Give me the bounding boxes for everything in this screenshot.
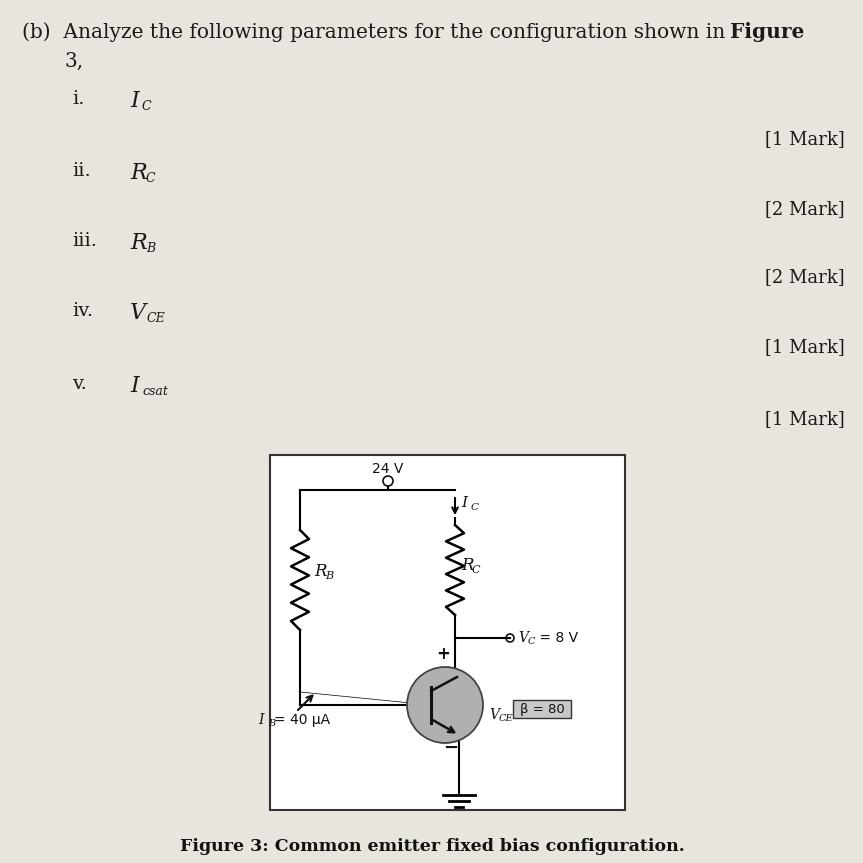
Text: [1 Mark]: [1 Mark] <box>765 338 845 356</box>
Text: = 40 μA: = 40 μA <box>274 713 331 727</box>
Text: v.: v. <box>72 375 87 393</box>
Text: iii.: iii. <box>72 232 97 250</box>
Text: [1 Mark]: [1 Mark] <box>765 410 845 428</box>
Text: [2 Mark]: [2 Mark] <box>765 200 845 218</box>
Circle shape <box>407 667 483 743</box>
Text: i.: i. <box>72 90 85 108</box>
Text: CE: CE <box>147 312 166 325</box>
Text: C: C <box>472 565 481 575</box>
Text: V: V <box>518 631 528 645</box>
Text: Figure: Figure <box>730 22 804 42</box>
Text: C: C <box>471 502 479 512</box>
Text: csat: csat <box>142 385 168 398</box>
Text: B: B <box>146 242 155 255</box>
Text: C: C <box>142 100 152 113</box>
Text: R: R <box>130 162 147 184</box>
Text: β = 80: β = 80 <box>520 702 564 715</box>
Text: = 8 V: = 8 V <box>535 631 578 645</box>
Text: I: I <box>461 496 467 510</box>
Text: B: B <box>325 571 333 581</box>
Text: R: R <box>461 557 474 575</box>
Text: B: B <box>268 719 275 728</box>
Text: I: I <box>258 713 263 727</box>
Text: V: V <box>489 708 499 722</box>
Text: iv.: iv. <box>72 302 93 320</box>
Text: C: C <box>146 172 155 185</box>
Text: [2 Mark]: [2 Mark] <box>765 268 845 286</box>
Text: [1 Mark]: [1 Mark] <box>765 130 845 148</box>
Text: ii.: ii. <box>72 162 91 180</box>
Text: V: V <box>130 302 146 324</box>
Bar <box>513 700 571 718</box>
Text: I: I <box>130 90 139 112</box>
Text: R: R <box>314 564 326 581</box>
Text: 24 V: 24 V <box>372 462 404 476</box>
Text: CE: CE <box>499 714 513 722</box>
Text: Figure 3: Common emitter fixed bias configuration.: Figure 3: Common emitter fixed bias conf… <box>180 838 684 855</box>
Bar <box>270 455 625 810</box>
Text: (b)  Analyze the following parameters for the configuration shown in: (b) Analyze the following parameters for… <box>22 22 732 41</box>
Text: −: − <box>444 739 458 757</box>
Text: +: + <box>436 645 450 663</box>
Text: 3,: 3, <box>64 52 83 71</box>
Text: I: I <box>130 375 139 397</box>
Text: R: R <box>130 232 147 254</box>
Text: C: C <box>528 637 536 646</box>
